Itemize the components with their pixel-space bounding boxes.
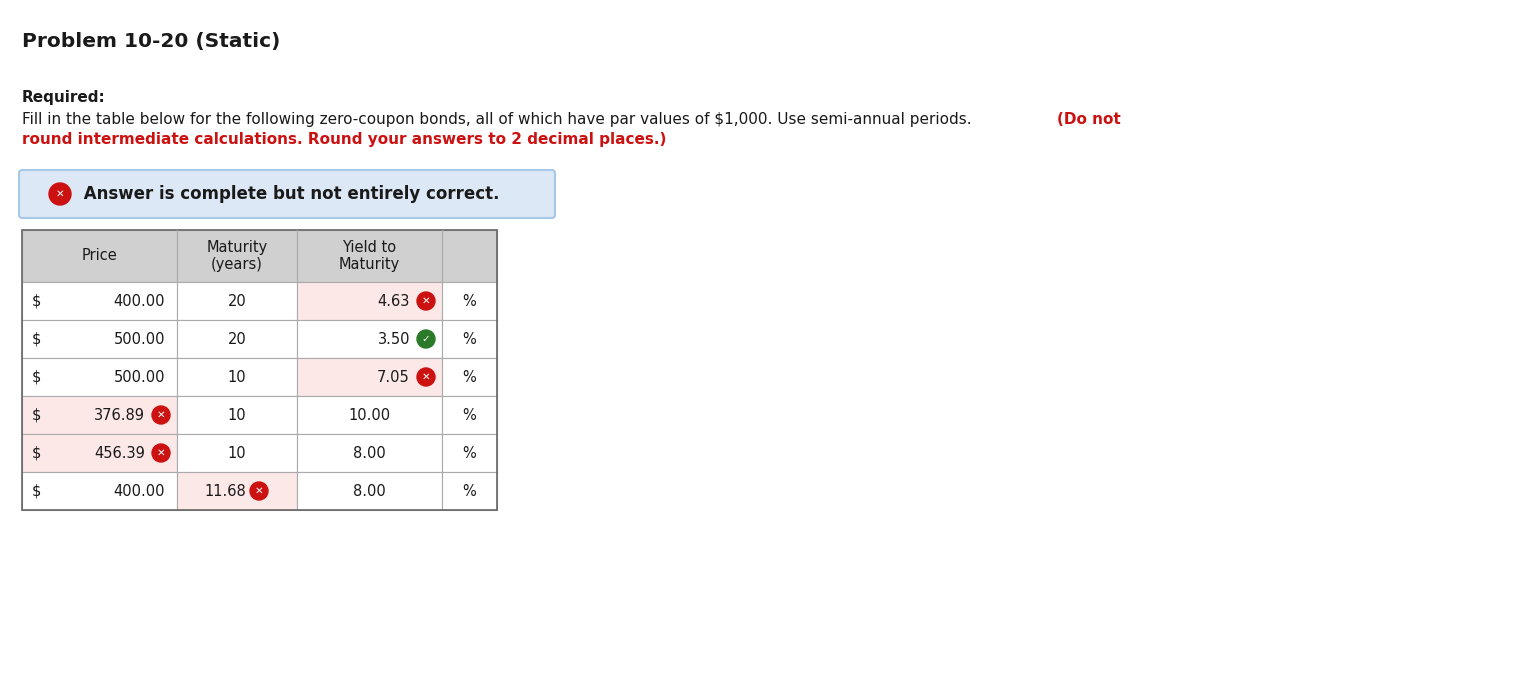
Bar — [442, 434, 497, 472]
Text: ✕: ✕ — [157, 410, 165, 420]
Bar — [297, 396, 442, 434]
Bar — [177, 434, 297, 472]
Text: 500.00: 500.00 — [114, 369, 165, 384]
Text: %: % — [463, 332, 477, 347]
Text: Price: Price — [82, 248, 117, 263]
Bar — [22, 230, 497, 510]
Text: %: % — [463, 408, 477, 423]
Bar — [177, 396, 297, 434]
Bar — [297, 320, 442, 358]
Bar — [22, 396, 177, 434]
Text: ✕: ✕ — [55, 189, 65, 199]
Text: ✕: ✕ — [157, 448, 165, 458]
Circle shape — [152, 406, 169, 424]
Text: ✓: ✓ — [422, 334, 431, 344]
Bar — [442, 396, 497, 434]
Bar — [442, 472, 497, 510]
Text: 400.00: 400.00 — [114, 293, 165, 308]
Bar — [177, 358, 297, 396]
Circle shape — [49, 183, 71, 205]
Bar — [297, 472, 442, 510]
Bar — [177, 472, 297, 510]
Text: ✕: ✕ — [422, 372, 431, 382]
Text: %: % — [463, 369, 477, 384]
Text: $: $ — [32, 484, 42, 499]
Text: %: % — [463, 484, 477, 499]
Text: 8.00: 8.00 — [352, 445, 386, 460]
Circle shape — [249, 482, 268, 500]
Bar — [442, 282, 497, 320]
Text: $: $ — [32, 408, 42, 423]
Bar — [297, 434, 442, 472]
Text: 500.00: 500.00 — [114, 332, 165, 347]
Text: 10: 10 — [228, 445, 246, 460]
Text: Yield to
Maturity: Yield to Maturity — [339, 240, 400, 272]
Text: 10: 10 — [228, 369, 246, 384]
Bar — [177, 320, 297, 358]
Bar — [22, 282, 177, 320]
Text: %: % — [463, 445, 477, 460]
Text: Fill in the table below for the following zero-coupon bonds, all of which have p: Fill in the table below for the followin… — [22, 112, 977, 127]
Circle shape — [417, 292, 436, 310]
Bar — [22, 230, 497, 282]
Text: $: $ — [32, 445, 42, 460]
Text: 11.68: 11.68 — [205, 484, 246, 499]
Bar — [22, 320, 177, 358]
Bar — [22, 434, 177, 472]
Text: ✕: ✕ — [254, 486, 263, 496]
Text: %: % — [463, 293, 477, 308]
Bar — [177, 282, 297, 320]
Text: (Do not: (Do not — [1057, 112, 1120, 127]
Text: round intermediate calculations. Round your answers to 2 decimal places.): round intermediate calculations. Round y… — [22, 132, 666, 147]
Bar — [297, 358, 442, 396]
Text: $: $ — [32, 332, 42, 347]
Text: Answer is complete but not entirely correct.: Answer is complete but not entirely corr… — [78, 185, 500, 203]
FancyBboxPatch shape — [18, 170, 556, 218]
Text: Problem 10-20 (Static): Problem 10-20 (Static) — [22, 32, 280, 51]
Text: 7.05: 7.05 — [377, 369, 409, 384]
Text: $: $ — [32, 369, 42, 384]
Text: 400.00: 400.00 — [114, 484, 165, 499]
Circle shape — [417, 330, 436, 348]
Text: 10: 10 — [228, 408, 246, 423]
Text: ✕: ✕ — [422, 296, 431, 306]
Bar — [22, 472, 177, 510]
Text: 8.00: 8.00 — [352, 484, 386, 499]
Text: 4.63: 4.63 — [377, 293, 409, 308]
Circle shape — [152, 444, 169, 462]
Bar — [22, 358, 177, 396]
Text: 456.39: 456.39 — [94, 445, 145, 460]
Text: 10.00: 10.00 — [348, 408, 391, 423]
Text: Maturity
(years): Maturity (years) — [206, 240, 268, 272]
Bar — [442, 320, 497, 358]
Bar — [297, 282, 442, 320]
Bar — [442, 358, 497, 396]
Text: $: $ — [32, 293, 42, 308]
Text: 3.50: 3.50 — [377, 332, 409, 347]
Text: 20: 20 — [228, 293, 246, 308]
Circle shape — [417, 368, 436, 386]
Text: 376.89: 376.89 — [94, 408, 145, 423]
Text: Required:: Required: — [22, 90, 106, 105]
Text: 20: 20 — [228, 332, 246, 347]
